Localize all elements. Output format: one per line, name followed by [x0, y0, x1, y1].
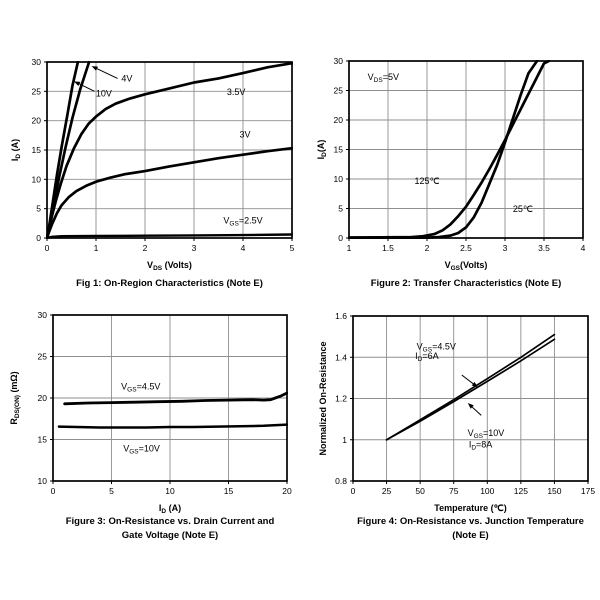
svg-text:100: 100: [480, 486, 494, 496]
svg-text:4: 4: [581, 243, 586, 253]
svg-text:3V: 3V: [239, 130, 250, 140]
svg-text:15: 15: [32, 145, 42, 155]
svg-text:3: 3: [503, 243, 508, 253]
figure-4-caption: Figure 4: On-Resistance vs. Junction Tem…: [353, 515, 588, 543]
caption-line: (Note E): [452, 530, 489, 541]
svg-text:1.6: 1.6: [335, 311, 347, 321]
figure-1-chart: 0 1 2 3 4 5 0 5 10 15 20 25 30 VDS (Volts) ID (A) 4V 10V…: [10, 57, 295, 272]
svg-text:150: 150: [547, 486, 561, 496]
caption-line: Figure 3: On-Resistance vs. Drain Curren…: [65, 516, 275, 527]
svg-text:3.5V: 3.5V: [227, 87, 246, 97]
svg-text:ID (A): ID (A): [159, 503, 181, 515]
svg-text:1.5: 1.5: [382, 243, 394, 253]
svg-text:Normalized On-Resistance: Normalized On-Resistance: [318, 341, 328, 455]
svg-text:5: 5: [338, 204, 343, 214]
svg-text:20: 20: [282, 486, 292, 496]
svg-text:20: 20: [38, 393, 48, 403]
svg-text:15: 15: [38, 435, 48, 445]
svg-text:ID=8A: ID=8A: [469, 439, 492, 451]
svg-text:0: 0: [51, 486, 56, 496]
svg-text:VGS=10V: VGS=10V: [468, 428, 505, 440]
svg-text:2.5: 2.5: [460, 243, 472, 253]
svg-text:25℃: 25℃: [513, 204, 533, 214]
svg-text:50: 50: [415, 486, 425, 496]
svg-text:15: 15: [224, 486, 234, 496]
svg-text:2: 2: [425, 243, 430, 253]
svg-text:10: 10: [38, 476, 48, 486]
svg-text:30: 30: [38, 310, 48, 320]
svg-text:VDS=5V: VDS=5V: [368, 72, 399, 84]
svg-text:10: 10: [32, 174, 42, 184]
figure-3-caption: Figure 3: On-Resistance vs. Drain Curren…: [53, 515, 287, 543]
svg-text:RDS(ON) (mΩ): RDS(ON) (mΩ): [9, 371, 21, 424]
svg-text:0: 0: [338, 233, 343, 243]
svg-text:20: 20: [32, 116, 42, 126]
svg-text:0: 0: [45, 243, 50, 253]
svg-text:0: 0: [351, 486, 356, 496]
svg-text:5: 5: [36, 204, 41, 214]
svg-text:10: 10: [165, 486, 175, 496]
caption-line: Figure 2: Transfer Characteristics (Note…: [370, 278, 562, 289]
svg-text:ID=6A: ID=6A: [415, 351, 438, 363]
svg-text:25: 25: [382, 486, 392, 496]
svg-text:5: 5: [290, 243, 295, 253]
svg-text:1.2: 1.2: [335, 394, 347, 404]
svg-text:1.4: 1.4: [335, 352, 347, 362]
svg-text:VDS (Volts): VDS (Volts): [147, 260, 192, 272]
svg-text:VGS=10V: VGS=10V: [123, 444, 160, 456]
svg-text:1: 1: [342, 435, 347, 445]
caption-line: Figure 4: On-Resistance vs. Junction Tem…: [357, 516, 584, 527]
svg-text:1: 1: [347, 243, 352, 253]
svg-text:25: 25: [32, 86, 42, 96]
svg-text:ID (A): ID (A): [10, 139, 22, 161]
svg-text:VGS=4.5V: VGS=4.5V: [417, 342, 456, 354]
svg-text:25: 25: [38, 352, 48, 362]
svg-text:0.8: 0.8: [335, 476, 347, 486]
figure-3-on-resistance-vs-drain-current: 0 5 10 15 20 10 15 20 25 30 ID (A) RDS(ON) (mΩ) VGS=…: [0, 300, 300, 600]
svg-text:0: 0: [36, 233, 41, 243]
figure-2-chart: 1 1.5 2 2.5 3 3.5 4 0 5 10 15 20 25 30 VGS(Volts) ID(A)…: [316, 56, 586, 272]
svg-text:1: 1: [94, 243, 99, 253]
svg-text:10V: 10V: [96, 89, 112, 99]
svg-text:Temperature (℃): Temperature (℃): [434, 503, 506, 513]
svg-text:175: 175: [581, 486, 595, 496]
svg-text:5: 5: [109, 486, 114, 496]
figure-2-transfer-characteristics: 1 1.5 2 2.5 3 3.5 4 0 5 10 15 20 25 30 VGS(Volts) ID(A)…: [300, 0, 600, 300]
svg-text:ID(A): ID(A): [316, 140, 328, 160]
svg-text:3.5: 3.5: [538, 243, 550, 253]
svg-text:VGS=4.5V: VGS=4.5V: [121, 381, 160, 393]
svg-text:30: 30: [334, 56, 344, 66]
svg-text:20: 20: [334, 115, 344, 125]
svg-text:25: 25: [334, 86, 344, 96]
svg-text:4V: 4V: [121, 73, 132, 83]
svg-text:75: 75: [449, 486, 459, 496]
figure-4-on-resistance-vs-junction-temperature: 0 25 50 75 100 125 150 175 0.8 1 1.2 1.4 1.6 Temperat…: [300, 300, 600, 600]
svg-text:2: 2: [143, 243, 148, 253]
figure-4-chart: 0 25 50 75 100 125 150 175 0.8 1 1.2 1.4 1.6 Temperat…: [318, 311, 595, 513]
svg-text:4: 4: [241, 243, 246, 253]
figure-3-chart: 0 5 10 15 20 10 15 20 25 30 ID (A) RDS(ON) (mΩ) VGS=…: [9, 310, 292, 515]
svg-text:VGS(Volts): VGS(Volts): [445, 260, 488, 272]
svg-text:125: 125: [514, 486, 528, 496]
figure-1-on-region-characteristics: 0 1 2 3 4 5 0 5 10 15 20 25 30 VDS (Volts) ID (A) 4V 10V…: [0, 0, 300, 300]
svg-text:30: 30: [32, 57, 42, 67]
svg-text:VGS=2.5V: VGS=2.5V: [223, 215, 262, 227]
svg-text:3: 3: [192, 243, 197, 253]
svg-text:15: 15: [334, 145, 344, 155]
svg-text:125℃: 125℃: [414, 176, 439, 186]
figure-1-caption: Fig 1: On-Region Characteristics (Note E…: [47, 277, 292, 291]
caption-line: Fig 1: On-Region Characteristics (Note E…: [76, 278, 263, 289]
caption-line: Gate Voltage (Note E): [121, 530, 219, 541]
svg-text:10: 10: [334, 174, 344, 184]
figure-2-caption: Figure 2: Transfer Characteristics (Note…: [349, 277, 583, 291]
